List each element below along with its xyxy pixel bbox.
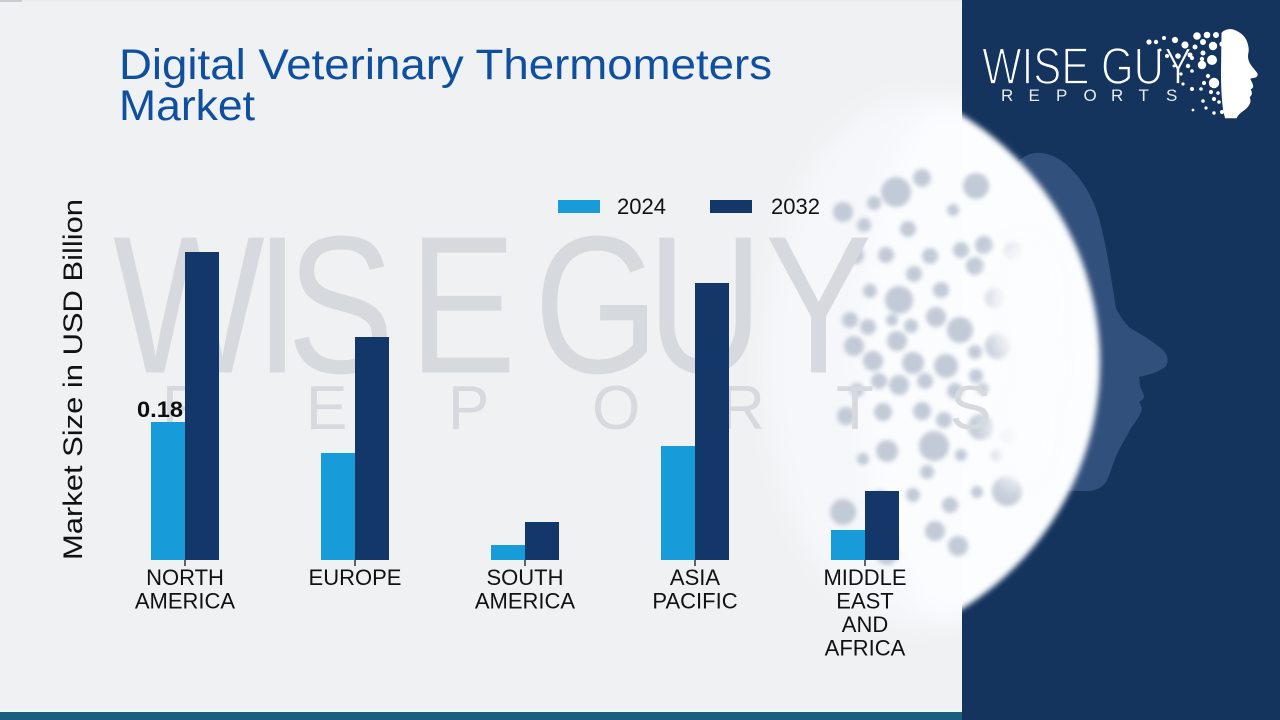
svg-text:Market: Market xyxy=(119,82,255,130)
svg-text:2024: 2024 xyxy=(617,194,666,219)
svg-text:AMERICA: AMERICA xyxy=(475,589,576,614)
svg-text:AFRICA: AFRICA xyxy=(825,636,906,661)
svg-text:EUROPE: EUROPE xyxy=(309,565,402,590)
svg-text:NORTH: NORTH xyxy=(146,565,224,590)
svg-text:EAST: EAST xyxy=(836,589,893,614)
svg-text:AMERICA: AMERICA xyxy=(135,589,236,614)
svg-text:MIDDLE: MIDDLE xyxy=(823,565,906,590)
svg-text:Digital Veterinary Thermometer: Digital Veterinary Thermometers xyxy=(119,41,772,89)
svg-text:0.18: 0.18 xyxy=(137,397,183,422)
svg-text:WISE GUY: WISE GUY xyxy=(982,38,1192,96)
svg-text:AND: AND xyxy=(842,612,888,637)
svg-text:Market Size in USD Billion: Market Size in USD Billion xyxy=(58,199,88,560)
svg-text:PACIFIC: PACIFIC xyxy=(652,589,737,614)
svg-text:SOUTH: SOUTH xyxy=(487,565,564,590)
svg-text:ASIA: ASIA xyxy=(670,565,720,590)
svg-text:2032: 2032 xyxy=(771,194,820,219)
